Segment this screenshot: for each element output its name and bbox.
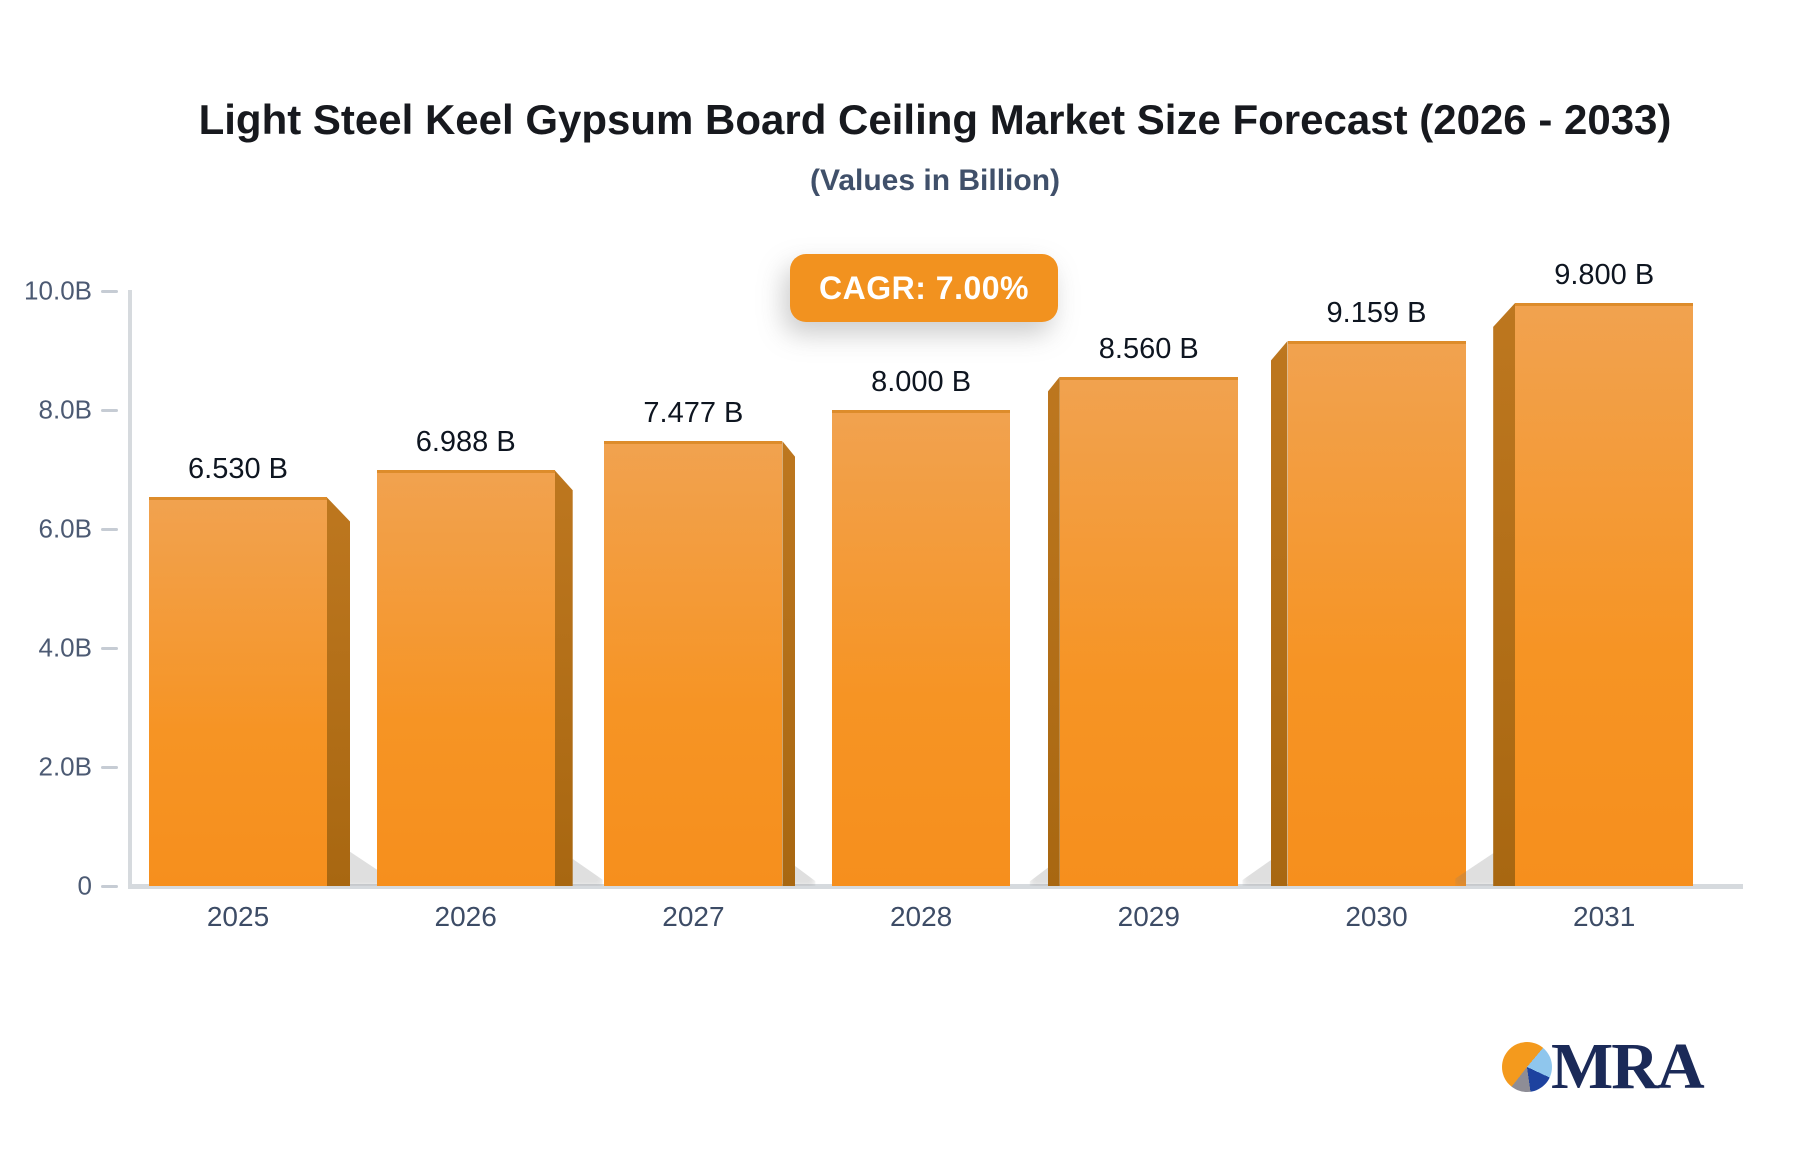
bar-3d-side <box>1047 376 1060 886</box>
y-tick-label: 4.0B <box>38 632 93 663</box>
bar-2028 <box>832 410 1011 886</box>
bar-2027 <box>604 441 783 886</box>
x-axis-line <box>128 884 1743 889</box>
bar-3d-side <box>1493 302 1516 886</box>
bar-3d-side <box>327 497 350 886</box>
logo-text: MRA <box>1551 1030 1705 1103</box>
y-tick-label: 6.0B <box>38 513 93 544</box>
bar-2025 <box>149 497 327 886</box>
y-tick-label: 10.0B <box>24 275 92 306</box>
y-tick-label: 0 <box>77 870 92 901</box>
x-axis-category-label: 2026 <box>434 901 497 932</box>
bar-2031 <box>1515 302 1694 886</box>
chart-subtitle: (Values in Billion) <box>809 164 1061 197</box>
y-tick-mark <box>101 765 118 769</box>
y-tick-mark <box>101 408 118 412</box>
x-axis-category-label: 2027 <box>662 901 725 932</box>
bar-value-label: 7.477 B <box>643 397 744 430</box>
x-axis-category-label: 2029 <box>1117 901 1180 932</box>
bar-value-label: 9.159 B <box>1326 297 1427 330</box>
y-tick-label: 8.0B <box>38 394 93 425</box>
bar-2026 <box>376 470 555 886</box>
y-tick-label: 2.0B <box>38 751 93 782</box>
bar-3d-side <box>554 470 573 886</box>
bar-value-label: 8.000 B <box>871 366 972 398</box>
bar-2030 <box>1287 341 1466 886</box>
bar-value-label: 9.800 B <box>1554 258 1655 291</box>
bar-value-label: 8.560 B <box>1098 332 1199 365</box>
y-tick-mark <box>101 646 118 650</box>
mra-logo: MRA <box>1502 1030 1705 1103</box>
y-tick-mark <box>101 527 118 531</box>
x-axis-category-label: 2031 <box>1573 901 1636 932</box>
y-tick-mark <box>101 289 118 293</box>
x-axis-category-label: 2025 <box>206 901 270 932</box>
cagr-badge: CAGR: 7.00% <box>790 254 1058 322</box>
bar-2029 <box>1059 376 1238 886</box>
y-axis-line <box>128 290 132 886</box>
bar-3d-side <box>1270 341 1288 886</box>
bar-value-label: 6.988 B <box>415 426 516 459</box>
x-axis-category-label: 2028 <box>889 901 953 932</box>
bar-3d-side <box>782 441 796 886</box>
x-axis-category-label: 2030 <box>1345 901 1408 932</box>
pie-chart-icon <box>1502 1042 1552 1092</box>
bar-value-label: 6.530 B <box>188 453 288 486</box>
y-tick-mark <box>101 884 118 888</box>
chart-title: Light Steel Keel Gypsum Board Ceiling Ma… <box>198 96 1672 143</box>
